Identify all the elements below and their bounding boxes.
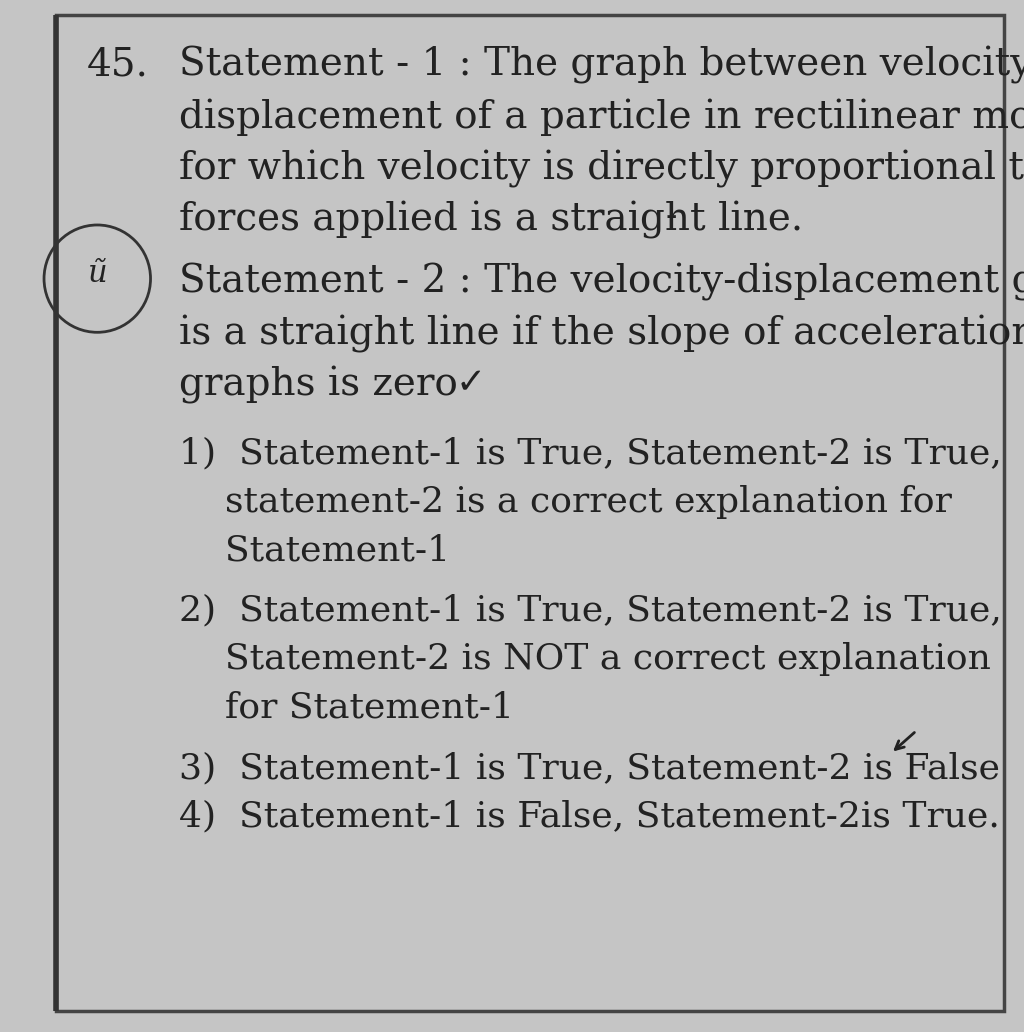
Text: Statement - 1 : The graph between velocity v/s: Statement - 1 : The graph between veloci… [179,46,1024,85]
Text: 2)  Statement-1 is True, Statement-2 is True,: 2) Statement-1 is True, Statement-2 is T… [179,593,1002,627]
Text: 1)  Statement-1 is True, Statement-2 is True,: 1) Statement-1 is True, Statement-2 is T… [179,437,1002,471]
Text: Statement-1: Statement-1 [225,534,451,568]
Text: -: - [666,201,677,233]
Text: ✓: ✓ [456,366,486,400]
Text: statement-2 is a correct explanation for: statement-2 is a correct explanation for [225,485,952,519]
Text: for which velocity is directly proportional to net: for which velocity is directly proportio… [179,150,1024,188]
Text: 3)  Statement-1 is True, Statement-2 is False: 3) Statement-1 is True, Statement-2 is F… [179,751,1000,785]
Text: is a straight line if the slope of acceleration-time: is a straight line if the slope of accel… [179,315,1024,353]
Text: ũ: ũ [87,258,108,289]
Text: 4)  Statement-1 is False, Statement-2is True.: 4) Statement-1 is False, Statement-2is T… [179,800,1000,834]
Text: Statement-2 is NOT a correct explanation: Statement-2 is NOT a correct explanation [225,642,991,676]
Text: Statement - 2 : The velocity-displacement graph: Statement - 2 : The velocity-displacemen… [179,263,1024,301]
Text: for Statement-1: for Statement-1 [225,690,514,724]
Text: forces applied is a straight line.: forces applied is a straight line. [179,201,803,239]
Text: graphs is zero: graphs is zero [179,366,458,405]
Text: displacement of a particle in rectilinear motion: displacement of a particle in rectilinea… [179,98,1024,135]
Text: 45.: 45. [87,46,148,84]
